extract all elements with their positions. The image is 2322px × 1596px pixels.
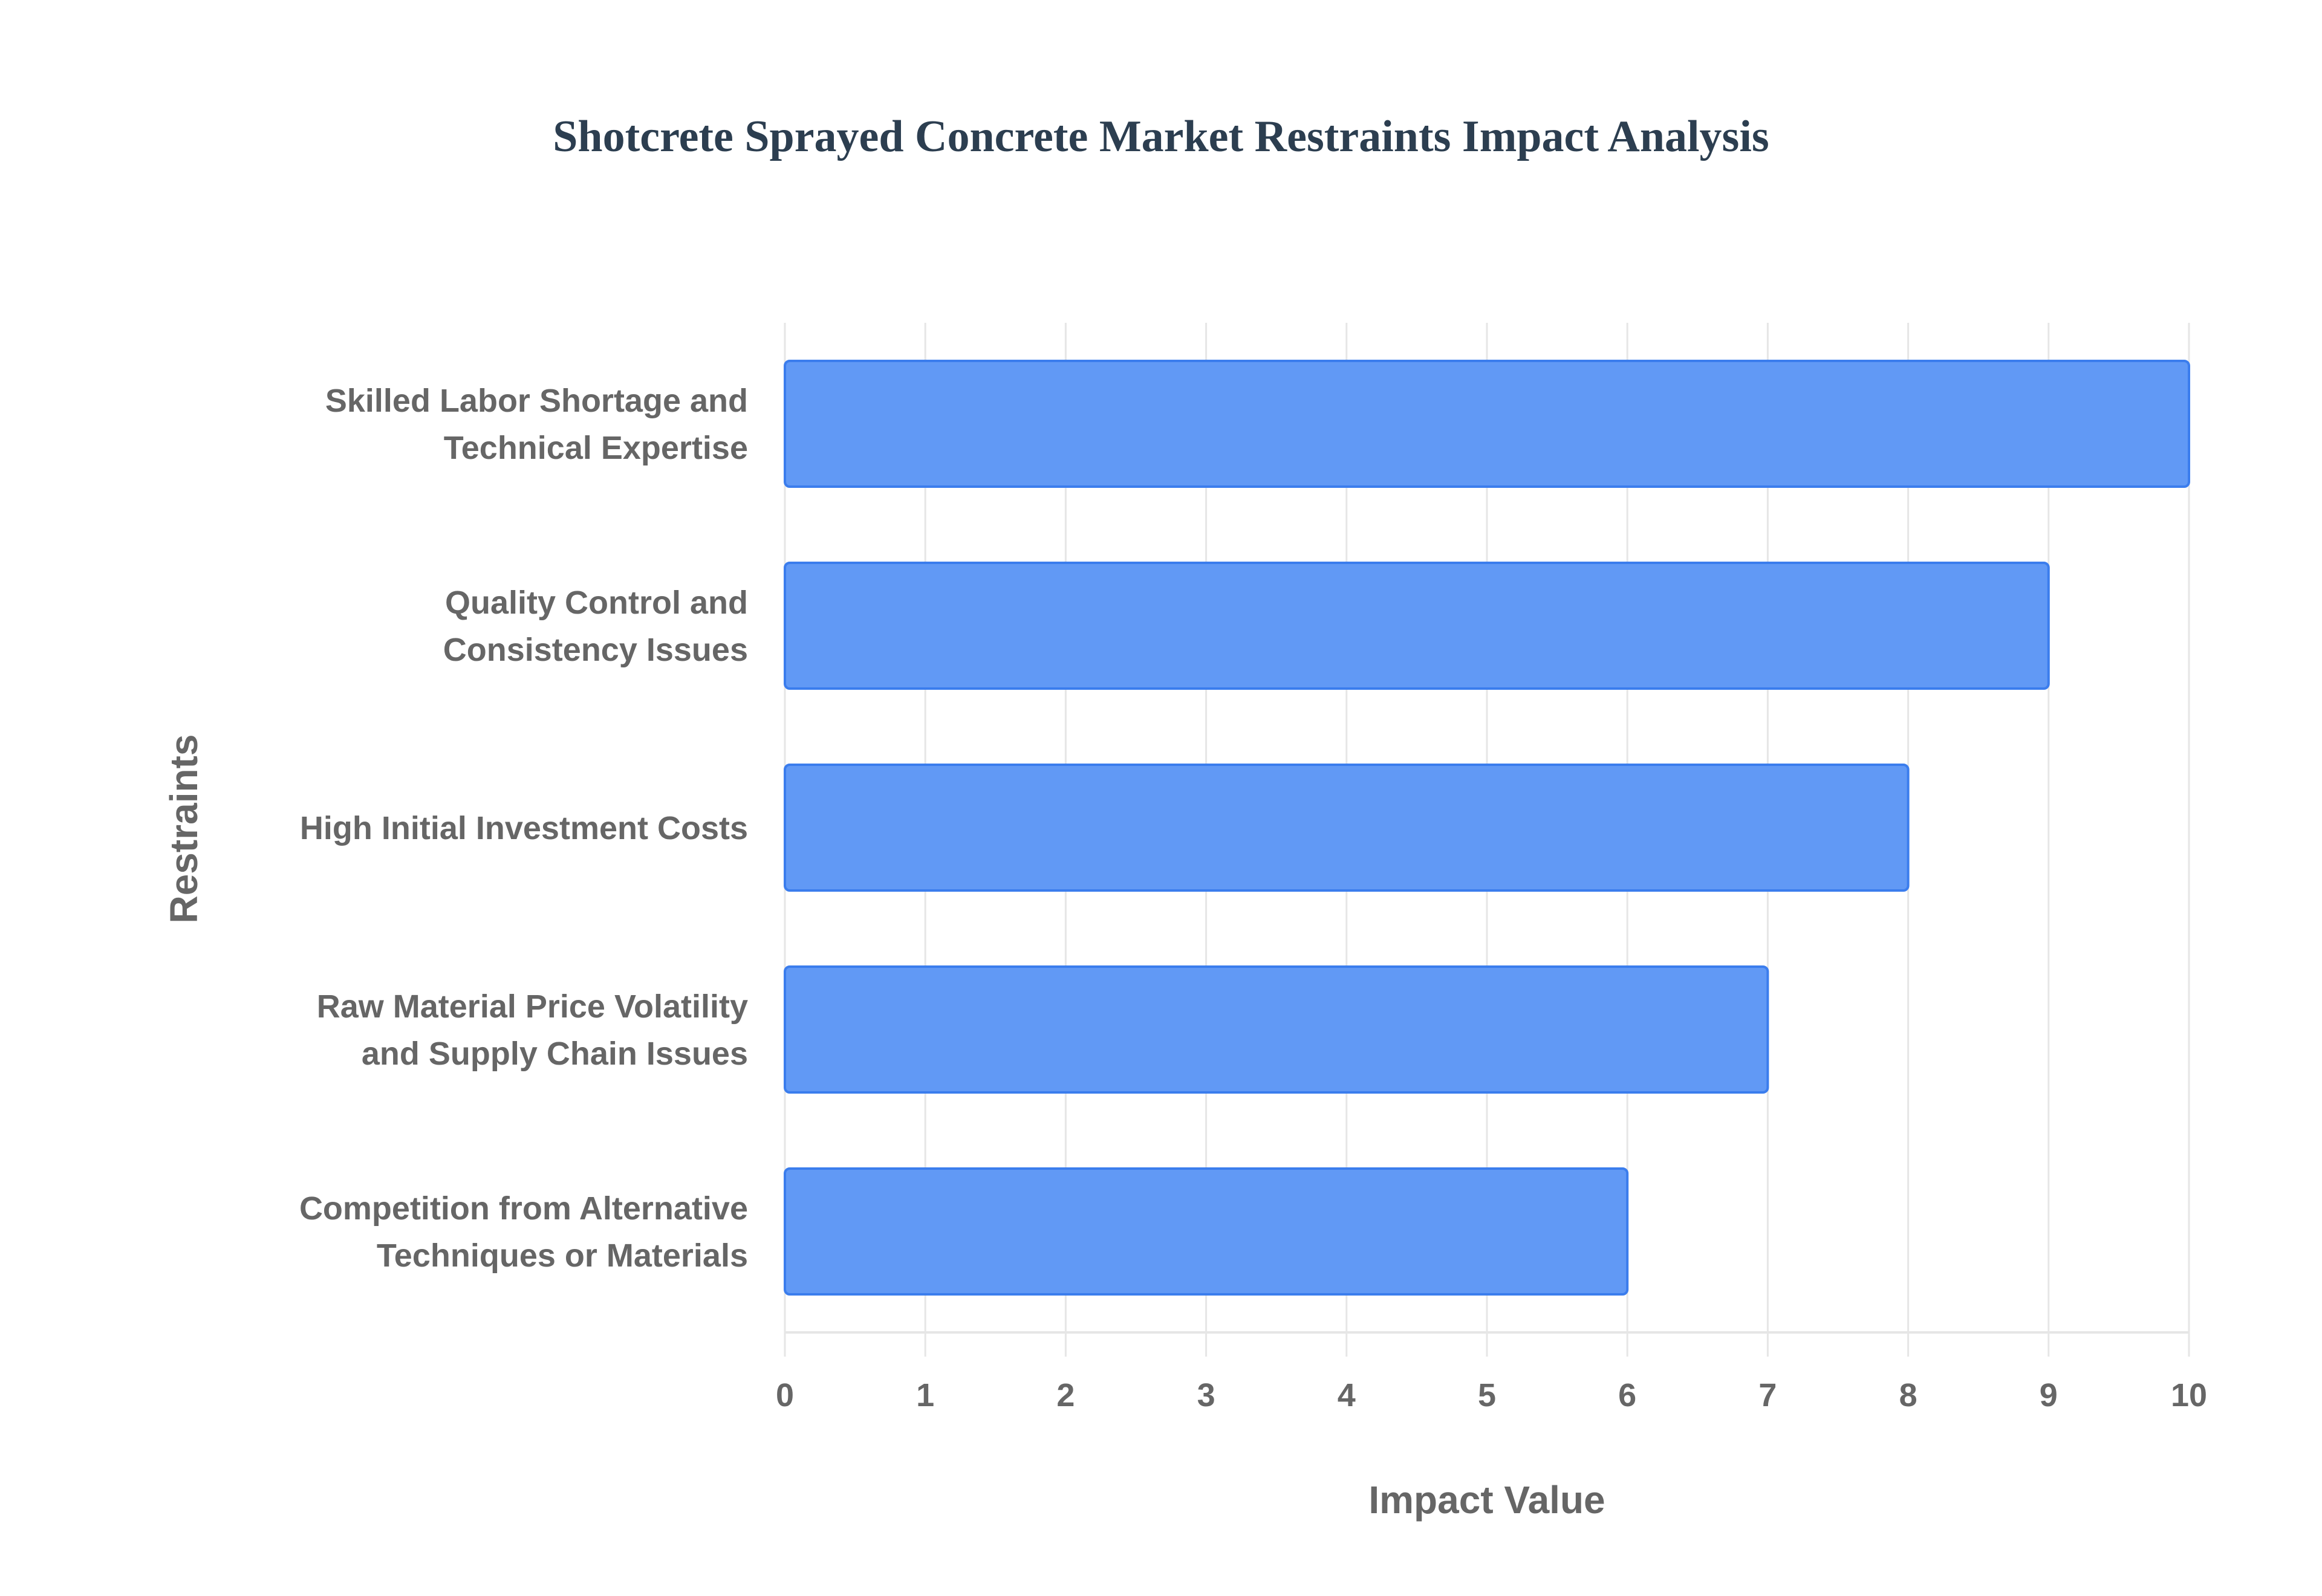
- bar[interactable]: [784, 1167, 1629, 1296]
- category-label-line: Consistency Issues: [443, 632, 748, 668]
- bar[interactable]: [784, 965, 1769, 1094]
- category-label-line: and Supply Chain Issues: [362, 1036, 748, 1072]
- category-label-line: Raw Material Price Volatility: [317, 988, 748, 1025]
- category-label-line: Techniques or Materials: [377, 1238, 748, 1274]
- bar[interactable]: [784, 562, 2050, 690]
- category-label-line: High Initial Investment Costs: [300, 810, 748, 846]
- chart-title: Shotcrete Sprayed Concrete Market Restra…: [553, 112, 1769, 161]
- x-tick-label: 1: [916, 1377, 934, 1413]
- x-tick-labels: 0 1 2 3 4 5 6 7 8 9 10: [776, 1377, 2207, 1413]
- category-label-line: Quality Control and: [445, 585, 748, 621]
- x-tick-label: 4: [1338, 1377, 1356, 1413]
- bar[interactable]: [784, 360, 2190, 488]
- x-tick-label: 6: [1618, 1377, 1636, 1413]
- x-tick-label: 5: [1478, 1377, 1496, 1413]
- category-label-line: Skilled Labor Shortage and: [325, 383, 748, 419]
- x-tick-label: 9: [2040, 1377, 2058, 1413]
- category-label: Raw Material Price Volatility and Supply …: [317, 988, 748, 1072]
- category-label-line: Technical Expertise: [444, 430, 748, 466]
- category-label: Competition from Alternative Techniques o…: [299, 1190, 748, 1274]
- category-labels: Skilled Labor Shortage and Technical Expe…: [299, 383, 748, 1274]
- category-label: High Initial Investment Costs: [300, 810, 748, 846]
- category-label: Quality Control and Consistency Issues: [443, 585, 748, 668]
- bar[interactable]: [784, 764, 1910, 892]
- x-axis-title: Impact Value: [1368, 1478, 1605, 1522]
- x-tick-label: 3: [1197, 1377, 1215, 1413]
- category-label-line: Competition from Alternative: [299, 1190, 748, 1227]
- bars: [784, 360, 2190, 1296]
- x-tick-label: 7: [1758, 1377, 1777, 1413]
- y-axis-title: Restraints: [162, 735, 206, 924]
- x-tick-label: 2: [1056, 1377, 1075, 1413]
- category-label: Skilled Labor Shortage and Technical Expe…: [325, 383, 748, 466]
- x-tick-label: 8: [1899, 1377, 1917, 1413]
- x-tick-label: 0: [776, 1377, 794, 1413]
- x-tick-label: 10: [2171, 1377, 2207, 1413]
